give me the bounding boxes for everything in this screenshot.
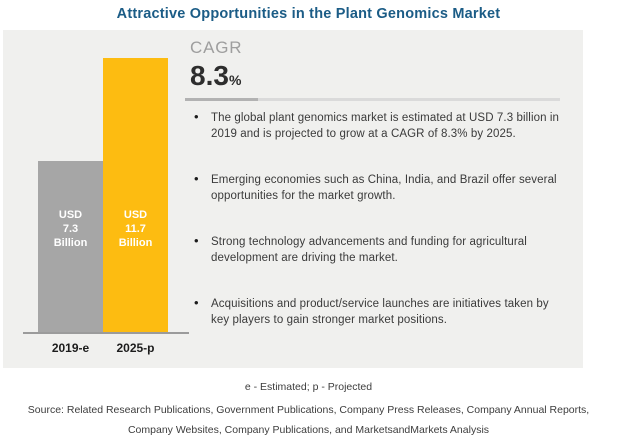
insight-item-market-size: The global plant genomics market is esti… xyxy=(187,109,563,142)
bar-value-label-2019: USD 7.3 Billion xyxy=(38,208,103,250)
cagr-percent-sign: % xyxy=(228,72,242,88)
insight-item-technology: Strong technology advancements and fundi… xyxy=(187,233,563,266)
footnote: e - Estimated; p - Projected xyxy=(244,381,373,393)
divider-line xyxy=(185,98,560,101)
page-title: Attractive Opportunities in the Plant Ge… xyxy=(116,6,501,22)
category-label-2025: 2025-p xyxy=(116,341,155,355)
bar-2025-projected: USD 11.7 Billion xyxy=(103,58,168,333)
bar-value-label-2025: USD 11.7 Billion xyxy=(103,208,168,250)
cagr-label: CAGR xyxy=(190,38,243,57)
bar-label-line: 7.3 xyxy=(62,223,79,235)
bar-label-line: Billion xyxy=(53,237,88,249)
bar-2019-estimated: USD 7.3 Billion xyxy=(38,161,103,333)
category-label-2019: 2019-e xyxy=(51,341,90,355)
divider-accent xyxy=(185,98,258,101)
bar-label-line: Billion xyxy=(118,237,153,249)
bar-label-line: USD xyxy=(58,209,83,221)
insight-item-acquisitions: Acquisitions and product/service launche… xyxy=(187,295,563,328)
chart-panel: USD 7.3 Billion USD 11.7 Billion 2019-e … xyxy=(3,30,583,368)
source-text: Source: Related Research Publications, G… xyxy=(27,404,590,436)
bar-label-line: 11.7 xyxy=(125,223,146,235)
insight-item-emerging-economies: Emerging economies such as China, India,… xyxy=(187,171,563,204)
cagr-number: 8.3 xyxy=(190,60,229,91)
x-axis-line xyxy=(23,332,189,334)
cagr-value: 8.3% xyxy=(190,60,242,92)
cagr-block: CAGR 8.3% xyxy=(190,38,242,92)
insight-list: The global plant genomics market is esti… xyxy=(187,109,563,358)
bar-label-line: USD xyxy=(123,209,148,221)
